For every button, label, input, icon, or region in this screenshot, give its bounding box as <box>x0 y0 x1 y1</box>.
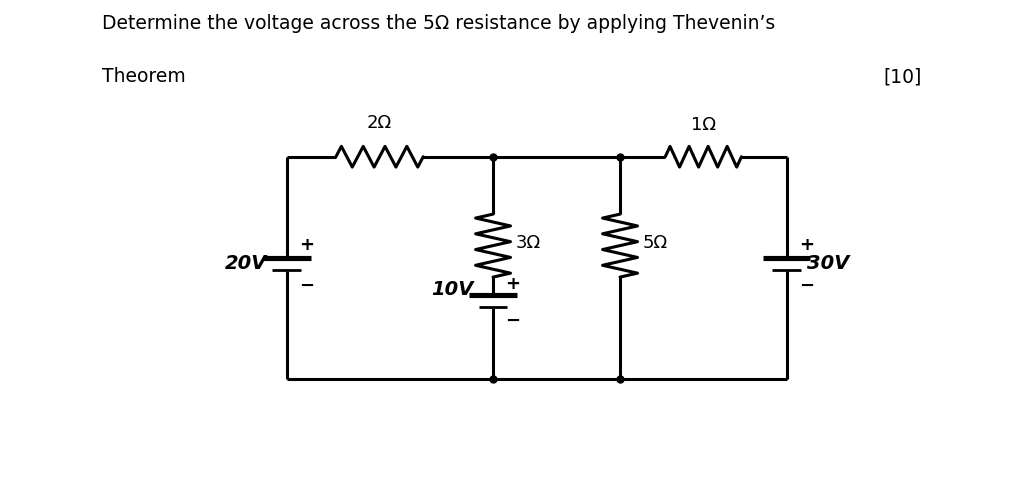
Text: 3Ω: 3Ω <box>515 233 541 252</box>
Text: +: + <box>506 274 520 292</box>
Text: [10]: [10] <box>884 67 922 86</box>
Text: −: − <box>799 276 814 294</box>
Text: 10V: 10V <box>431 279 473 298</box>
Text: 20V: 20V <box>224 253 267 272</box>
Text: 30V: 30V <box>807 253 849 272</box>
Text: +: + <box>799 235 814 253</box>
Text: 1Ω: 1Ω <box>691 115 716 133</box>
Text: Determine the voltage across the 5Ω resistance by applying Thevenin’s: Determine the voltage across the 5Ω resi… <box>102 14 775 34</box>
Text: +: + <box>299 235 314 253</box>
Text: −: − <box>505 311 520 329</box>
Text: 5Ω: 5Ω <box>642 233 668 252</box>
Text: Theorem: Theorem <box>102 67 186 86</box>
Text: 2Ω: 2Ω <box>367 114 392 132</box>
Text: −: − <box>299 276 314 294</box>
